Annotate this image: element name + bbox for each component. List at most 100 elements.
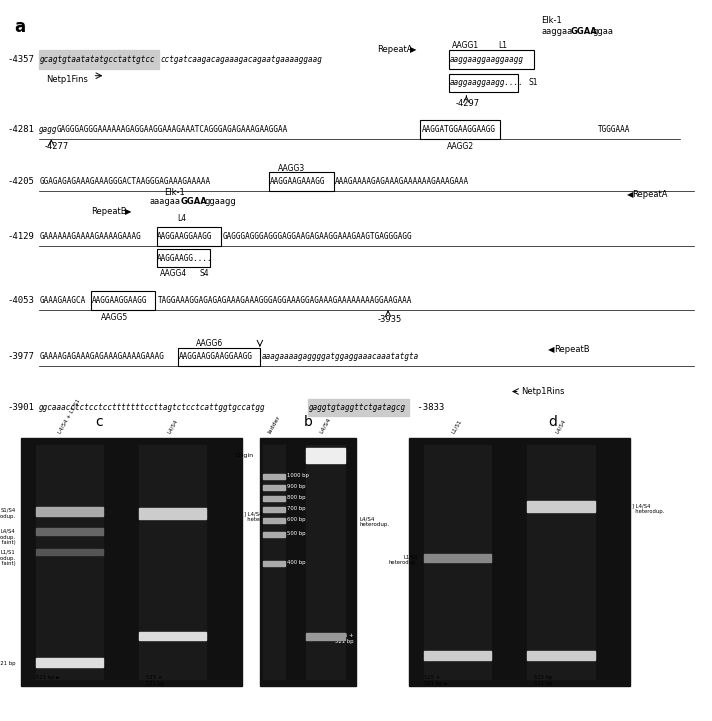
Text: RepeatA: RepeatA <box>632 190 668 199</box>
Text: S1: S1 <box>528 79 538 87</box>
Text: 521 bp: 521 bp <box>534 681 553 686</box>
Text: AAAGAAAAGAGAAAGAAAAAAGAAAGAAA: AAAGAAAAGAGAAAGAAAAAAGAAAGAAA <box>335 177 468 186</box>
Bar <box>420 120 500 139</box>
Text: -4357: -4357 <box>7 56 34 64</box>
Text: Elk-1: Elk-1 <box>164 188 185 197</box>
Text: S1/S4: S1/S4 <box>1 508 16 513</box>
Text: GAAAAAAGAAAAGAAAAGAAAG: GAAAAAAGAAAAGAAAAGAAAG <box>39 232 141 241</box>
Text: 521 bp: 521 bp <box>335 640 353 644</box>
Text: L1/S1: L1/S1 <box>403 554 418 559</box>
Text: AAGG2: AAGG2 <box>447 142 474 151</box>
Text: heterodup.: heterodup. <box>0 514 16 518</box>
Text: 600 bp: 600 bp <box>287 517 305 521</box>
Text: 521 bp ►: 521 bp ► <box>36 676 60 680</box>
Text: -3935: -3935 <box>377 315 402 324</box>
Text: 525 bp: 525 bp <box>534 676 553 680</box>
Text: Origin: Origin <box>235 454 254 458</box>
Text: AAGGAAGGAAGG: AAGGAAGGAAGG <box>157 232 213 241</box>
Text: ladder: ladder <box>267 414 281 434</box>
Text: AAGGAAGGAAGG: AAGGAAGGAAGG <box>92 296 147 305</box>
Text: ggcaaacctctcctcctttttttccttagtctcctcattggtgccatgg: ggcaaacctctcctcctttttttccttagtctcctcattg… <box>39 403 266 412</box>
Bar <box>263 496 285 501</box>
Text: S4: S4 <box>199 270 209 278</box>
Bar <box>263 474 285 479</box>
Bar <box>263 532 285 537</box>
Text: 500 bp: 500 bp <box>287 531 305 536</box>
Text: AAGGAAGGAAGGAAGG: AAGGAAGGAAGGAAGG <box>179 353 253 361</box>
Text: AAGG1: AAGG1 <box>452 41 479 50</box>
Text: GGAA: GGAA <box>570 27 597 36</box>
Text: aaggaaggaagg....: aaggaaggaagg.... <box>450 79 524 87</box>
Text: 521 bp: 521 bp <box>0 661 16 665</box>
Text: aaggaa: aaggaa <box>541 27 572 36</box>
Bar <box>139 445 206 679</box>
Bar <box>409 438 630 686</box>
Text: c: c <box>95 415 103 429</box>
Text: AAGGAAGAAAGG: AAGGAAGAAAGG <box>270 177 325 186</box>
Text: heterodup.: heterodup. <box>632 510 664 514</box>
Text: ◀: ◀ <box>548 345 555 354</box>
Text: AAGG6: AAGG6 <box>196 340 223 348</box>
Bar <box>527 445 595 679</box>
Bar <box>21 438 242 686</box>
Text: L4/S4: L4/S4 <box>555 418 566 434</box>
Bar <box>91 291 155 310</box>
Bar <box>527 651 595 660</box>
Bar <box>424 554 491 562</box>
Text: Netp1Rins: Netp1Rins <box>521 387 565 396</box>
Text: -4205: -4205 <box>7 177 34 186</box>
Text: GAGGGAGGGAAAAAAGAGGAAGGAAAGAAATCAGGGAGAGAAAGAAGGAA: GAGGGAGGGAAAAAAGAGGAAGGAAAGAAATCAGGGAGAG… <box>57 125 288 134</box>
Text: ◀: ◀ <box>627 190 633 199</box>
Text: Netp1Fins: Netp1Fins <box>46 75 88 84</box>
Text: 521 bp: 521 bp <box>146 681 164 686</box>
Text: AAGG3: AAGG3 <box>278 164 305 173</box>
Text: ▶: ▶ <box>410 45 417 53</box>
Text: 700 bp: 700 bp <box>287 506 305 510</box>
Text: ] L4/S4: ] L4/S4 <box>244 511 262 516</box>
Text: a: a <box>14 18 26 36</box>
Text: 521 bp ►: 521 bp ► <box>424 681 448 686</box>
Text: RepeatB: RepeatB <box>91 207 127 216</box>
Bar <box>424 651 491 660</box>
Bar <box>306 448 345 463</box>
Text: L1/S1: L1/S1 <box>1 550 16 554</box>
Bar <box>263 518 285 523</box>
Bar <box>263 507 285 512</box>
Text: 525 +: 525 + <box>146 676 162 680</box>
Bar <box>260 438 356 686</box>
Text: L1/S1: L1/S1 <box>451 418 463 434</box>
Text: -3977: -3977 <box>7 353 34 361</box>
Text: L4/S4: L4/S4 <box>319 417 332 434</box>
Bar <box>157 249 210 267</box>
Text: ggaa: ggaa <box>592 27 613 36</box>
Text: (very faint): (very faint) <box>0 541 16 545</box>
Text: Elk-1: Elk-1 <box>541 16 562 25</box>
Text: TGGGAAA: TGGGAAA <box>598 125 630 134</box>
Bar <box>306 445 345 679</box>
Text: -4277: -4277 <box>45 142 69 151</box>
Text: b: b <box>303 415 313 429</box>
Text: GGAGAGAGAAAGAAAGGGACTAAGGGAGAAAGAAAAA: GGAGAGAGAAAGAAAGGGACTAAGGGAGAAAGAAAAA <box>39 177 210 186</box>
Text: 800 bp: 800 bp <box>287 495 305 500</box>
Text: L1: L1 <box>498 41 508 50</box>
Bar <box>269 172 334 191</box>
Bar <box>263 485 285 490</box>
Text: L4: L4 <box>177 214 186 223</box>
Bar <box>157 227 221 246</box>
Bar <box>36 528 103 535</box>
Text: GAGGGAGGGAGGGAGGAAGAGAAGGAAAGAAGTGAGGGAGG: GAGGGAGGGAGGGAGGAAGAGAAGGAAAGAAGTGAGGGAG… <box>223 232 412 241</box>
Bar <box>263 561 285 566</box>
Bar <box>308 399 409 416</box>
Bar <box>527 501 595 512</box>
Text: RepeatB: RepeatB <box>554 345 590 354</box>
Text: -3901: -3901 <box>7 403 34 412</box>
Text: TAGGAAAGGAGAGAGAAAGAAAGGGAGGAAAGGAGAAAGAAAAAAAAGGAAGAAA: TAGGAAAGGAGAGAGAAAGAAAGGGAGGAAAGGAGAAAGA… <box>158 296 412 305</box>
Text: ] L4/S4: ] L4/S4 <box>632 504 650 508</box>
Text: cctgatcaagacagaaagacagaatgaaaaggaag: cctgatcaagacagaaagacagaatgaaaaggaag <box>160 56 322 64</box>
Bar <box>178 348 260 366</box>
Bar <box>36 549 103 555</box>
Text: (very faint): (very faint) <box>0 562 16 566</box>
Bar <box>306 633 345 640</box>
Bar <box>424 445 491 679</box>
Text: L4/S4: L4/S4 <box>360 517 375 521</box>
